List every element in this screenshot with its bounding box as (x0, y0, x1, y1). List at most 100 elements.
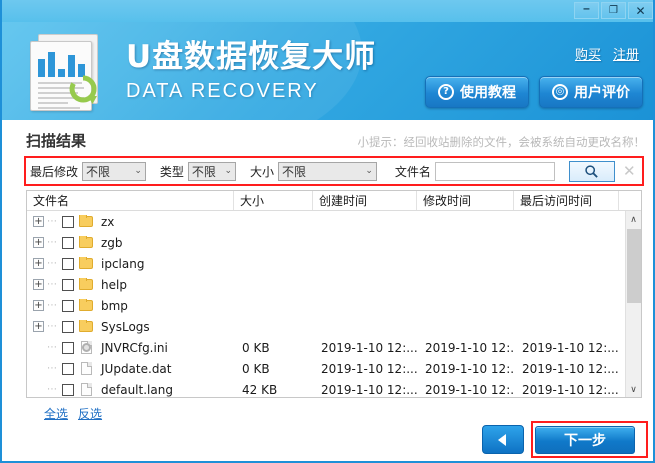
row-checkbox[interactable] (62, 362, 74, 375)
file-name-label: JNVRCfg.ini (101, 340, 168, 355)
logo-bar-chart-icon (38, 51, 86, 77)
invert-selection-link[interactable]: 反选 (78, 407, 103, 421)
tree-connector-icon: ⋯ (47, 216, 57, 227)
row-checkbox[interactable] (62, 278, 74, 291)
magnifier-icon (585, 164, 598, 178)
minimize-button[interactable]: – (574, 2, 599, 19)
vertical-scrollbar[interactable]: ∧ ∨ (625, 211, 641, 397)
tree-connector-icon: ⋯ (47, 258, 57, 269)
tree-connector-icon: ⋯ (47, 384, 57, 395)
expand-plus-icon[interactable]: + (33, 236, 44, 248)
refresh-arrow-icon (69, 75, 97, 104)
file-icon (79, 361, 94, 376)
file-name-label: bmp (101, 298, 128, 313)
modified-filter-label: 最后修改 (30, 164, 79, 179)
cell-name: ⋯ JUpdate.dat (27, 361, 234, 376)
maximize-icon: ❐ (609, 4, 618, 16)
file-name-label: zgb (101, 235, 123, 250)
scrollbar-track[interactable] (626, 227, 641, 381)
cell-name: + ⋯ SysLogs (27, 319, 234, 334)
cell-modified: 2019-1-10 12:... (425, 340, 514, 355)
table-row[interactable]: + ⋯ bmp (27, 295, 625, 316)
scroll-up-button[interactable]: ∧ (626, 211, 641, 227)
user-reviews-button-label: 用户评价 (574, 85, 630, 101)
expand-plus-icon[interactable]: + (33, 215, 44, 227)
chevron-down-icon: ⌄ (224, 166, 233, 176)
column-header-created[interactable]: 创建时间 (313, 191, 417, 210)
row-checkbox[interactable] (62, 320, 74, 333)
brand-block: U盘数据恢复大师 DATA RECOVERY (126, 38, 376, 104)
table-row[interactable]: + ⋯ zx (27, 211, 625, 232)
table-body-area: + ⋯ zx + ⋯ zgb + ⋯ ipclang + ⋯ help + ⋯ bmp + ⋯ SysLogs ⋯ J… (27, 211, 641, 397)
type-filter-label: 类型 (159, 164, 184, 179)
expander-placeholder (33, 342, 44, 353)
header-links: 购买 注册 (575, 44, 639, 63)
column-header-modified[interactable]: 修改时间 (417, 191, 514, 210)
cell-name: + ⋯ ipclang (27, 256, 234, 271)
row-checkbox[interactable] (62, 257, 74, 270)
scan-results-panel: 扫描结果 小提示：经回收站删除的文件，会被系统自动更改名称！ 最后修改 不限 ⌄… (10, 124, 649, 458)
select-all-link[interactable]: 全选 (44, 407, 69, 421)
size-filter-select[interactable]: 不限 ⌄ (278, 161, 377, 181)
expander-placeholder (33, 384, 44, 395)
row-checkbox[interactable] (62, 383, 74, 396)
maximize-button[interactable]: ❐ (601, 2, 626, 19)
search-button[interactable] (568, 160, 615, 182)
type-filter-value: 不限 (191, 164, 216, 179)
folder-shape (79, 277, 93, 290)
folder-shape (79, 235, 93, 248)
column-header-name[interactable]: 文件名 (27, 191, 234, 210)
filename-search-input[interactable] (434, 161, 555, 181)
file-name-label: JUpdate.dat (101, 361, 172, 376)
table-row[interactable]: + ⋯ help (27, 274, 625, 295)
folder-icon (79, 256, 94, 271)
logo-sheet-front (30, 41, 92, 111)
column-header-filler (619, 191, 641, 210)
close-button[interactable]: ✕ (628, 2, 653, 19)
file-name-label: default.lang (101, 382, 173, 397)
row-checkbox[interactable] (62, 341, 74, 354)
document-shape (81, 382, 92, 396)
row-checkbox[interactable] (62, 215, 74, 228)
table-header-row: 文件名 大小 创建时间 修改时间 最后访问时间 (27, 191, 641, 211)
logo-text-lines (38, 82, 86, 112)
cell-modified: 2019-1-10 12:... (425, 361, 514, 376)
scrollbar-thumb[interactable] (627, 229, 641, 303)
expand-plus-icon[interactable]: + (33, 257, 44, 269)
expand-plus-icon[interactable]: + (33, 320, 44, 332)
folder-shape (79, 214, 93, 227)
close-icon: ✕ (635, 3, 646, 18)
cell-created: 2019-1-10 12:... (321, 361, 417, 376)
buy-link[interactable]: 购买 (574, 47, 601, 62)
page-title: 扫描结果 (26, 132, 87, 150)
register-link[interactable]: 注册 (612, 47, 639, 62)
file-rows: + ⋯ zx + ⋯ zgb + ⋯ ipclang + ⋯ help + ⋯ bmp + ⋯ SysLogs ⋯ J… (27, 211, 625, 397)
modified-filter-select[interactable]: 不限 ⌄ (82, 161, 146, 181)
column-header-size[interactable]: 大小 (234, 191, 313, 210)
tutorial-button[interactable]: ? 使用教程 (425, 76, 529, 108)
cell-accessed: 2019-1-10 12:... (522, 382, 619, 397)
scroll-down-button[interactable]: ∨ (626, 381, 641, 397)
expand-plus-icon[interactable]: + (33, 278, 44, 290)
table-row[interactable]: + ⋯ zgb (27, 232, 625, 253)
clear-search-button[interactable]: ✕ (622, 163, 636, 180)
hint-text: 小提示：经回收站删除的文件，会被系统自动更改名称！ (357, 135, 646, 149)
table-row[interactable]: ⋯ default.lang 42 KB 2019-1-10 12:... 2019-1… (27, 379, 625, 397)
tree-connector-icon: ⋯ (47, 342, 57, 353)
type-filter-select[interactable]: 不限 ⌄ (187, 161, 237, 181)
expand-plus-icon[interactable]: + (33, 299, 44, 311)
table-row[interactable]: + ⋯ ipclang (27, 253, 625, 274)
table-row[interactable]: + ⋯ SysLogs (27, 316, 625, 337)
column-header-accessed[interactable]: 最后访问时间 (514, 191, 619, 210)
cell-name: ⋯ JNVRCfg.ini (27, 340, 234, 355)
table-row[interactable]: ⋯ JNVRCfg.ini 0 KB 2019-1-10 12:... 2019-1-1… (27, 337, 625, 358)
next-button[interactable]: 下一步 (535, 425, 635, 454)
row-checkbox[interactable] (62, 236, 74, 249)
table-row[interactable]: ⋯ JUpdate.dat 0 KB 2019-1-10 12:... 2019-1-1… (27, 358, 625, 379)
user-reviews-button[interactable]: ◎ 用户评价 (539, 76, 643, 108)
back-button[interactable] (482, 425, 524, 454)
chevron-down-icon: ⌄ (134, 166, 142, 176)
row-checkbox[interactable] (62, 299, 74, 312)
folder-shape (79, 319, 93, 332)
folder-shape (79, 256, 93, 269)
